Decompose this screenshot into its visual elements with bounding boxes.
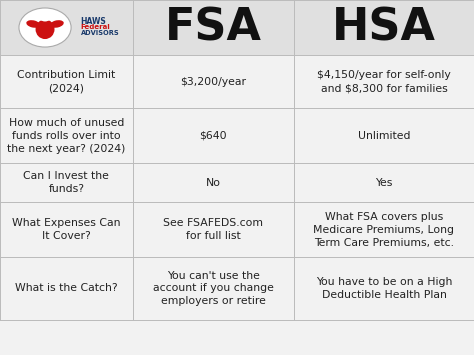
Text: FSA: FSA [165,6,262,49]
Text: See FSAFEDS.com
for full list: See FSAFEDS.com for full list [164,218,263,241]
Text: What FSA covers plus
Medicare Premiums, Long
Term Care Premiums, etc.: What FSA covers plus Medicare Premiums, … [313,212,455,248]
Text: How much of unused
funds rolls over into
the next year? (2024): How much of unused funds rolls over into… [7,118,126,154]
Ellipse shape [36,20,55,39]
Text: HSA: HSA [332,6,436,49]
Text: Contribution Limit
(2024): Contribution Limit (2024) [17,70,116,93]
Circle shape [39,12,51,21]
Text: Unlimited: Unlimited [358,131,410,141]
Circle shape [19,8,71,47]
Text: Can I Invest the
funds?: Can I Invest the funds? [23,171,109,194]
Text: What Expenses Can
It Cover?: What Expenses Can It Cover? [12,218,120,241]
Text: $640: $640 [200,131,227,141]
Text: You have to be on a High
Deductible Health Plan: You have to be on a High Deductible Heal… [316,277,452,300]
Text: HAWS: HAWS [81,17,106,26]
Text: $4,150/year for self-only
and $8,300 for families: $4,150/year for self-only and $8,300 for… [317,70,451,93]
Text: Yes: Yes [375,178,392,188]
Text: $3,200/year: $3,200/year [180,77,246,87]
Bar [0,0,474,55]
Text: Federal: Federal [81,24,110,30]
Text: No: No [206,178,221,188]
Ellipse shape [26,20,40,28]
Text: What is the Catch?: What is the Catch? [15,283,118,294]
Ellipse shape [50,20,64,28]
Text: ADVISORS: ADVISORS [81,30,119,36]
Text: You can't use the
account if you change
employers or retire: You can't use the account if you change … [153,271,274,306]
